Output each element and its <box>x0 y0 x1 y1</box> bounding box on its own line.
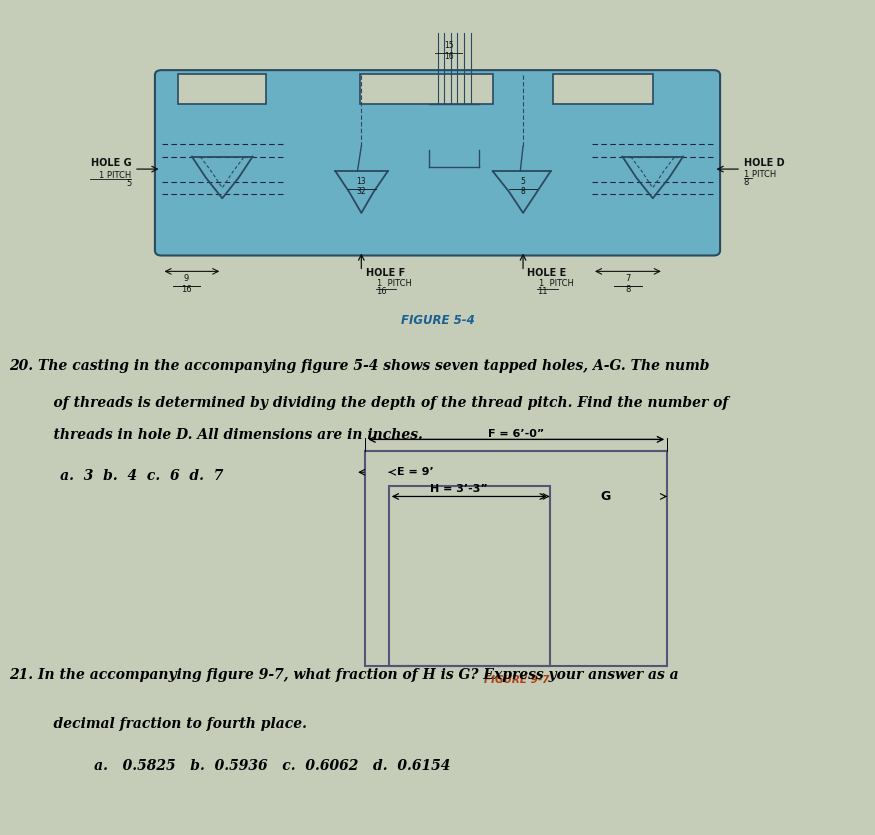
Text: decimal fraction to fourth place.: decimal fraction to fourth place. <box>34 717 307 731</box>
Text: a.   0.5825   b.  0.5936   c.  0.6062   d.  0.6154: a. 0.5825 b. 0.5936 c. 0.6062 d. 0.6154 <box>60 759 451 773</box>
Text: 13: 13 <box>356 177 366 185</box>
Text: 16: 16 <box>181 286 192 294</box>
Bar <box>360 74 493 104</box>
Text: HOLE G: HOLE G <box>90 158 131 168</box>
Text: 7: 7 <box>626 274 631 282</box>
Text: 8: 8 <box>744 179 749 187</box>
Text: HOLE D: HOLE D <box>744 158 785 168</box>
Text: 1  PITCH: 1 PITCH <box>538 279 573 288</box>
Bar <box>178 74 266 104</box>
Text: 8: 8 <box>626 286 631 294</box>
Text: 16: 16 <box>375 287 386 296</box>
Text: 1 PITCH: 1 PITCH <box>744 170 776 179</box>
Text: FIGURE 5-4: FIGURE 5-4 <box>401 314 474 326</box>
Text: 20. The casting in the accompanying figure 5-4 shows seven tapped holes, A-G. Th: 20. The casting in the accompanying figu… <box>9 359 710 373</box>
Text: 11: 11 <box>537 287 548 296</box>
Text: 8: 8 <box>521 187 525 196</box>
Text: 16: 16 <box>444 53 453 61</box>
Text: 21. In the accompanying figure 9-7, what fraction of H is G? Express your answer: 21. In the accompanying figure 9-7, what… <box>9 668 678 682</box>
Text: HOLE E: HOLE E <box>528 268 567 278</box>
Bar <box>553 74 653 104</box>
Text: threads in hole D. All dimensions are in inches.: threads in hole D. All dimensions are in… <box>34 428 424 443</box>
Text: 1 PITCH: 1 PITCH <box>99 171 131 180</box>
Bar <box>366 452 668 666</box>
Text: 5: 5 <box>126 180 131 188</box>
Text: E = 9’: E = 9’ <box>397 468 434 478</box>
Text: G: G <box>600 490 611 503</box>
Text: FIGURE 9-7: FIGURE 9-7 <box>484 676 549 686</box>
FancyBboxPatch shape <box>155 70 720 256</box>
Text: a.  3  b.  4  c.  6  d.  7: a. 3 b. 4 c. 6 d. 7 <box>26 469 224 483</box>
Text: 9: 9 <box>184 274 189 282</box>
Bar <box>388 486 550 666</box>
Text: 32: 32 <box>356 187 366 196</box>
Text: HOLE F: HOLE F <box>366 268 405 278</box>
Text: 15: 15 <box>444 41 453 50</box>
Text: 5: 5 <box>521 177 526 185</box>
Text: F = 6’-0”: F = 6’-0” <box>488 428 544 438</box>
Text: of threads is determined by dividing the depth of the thread pitch. Find the num: of threads is determined by dividing the… <box>34 396 729 409</box>
Text: H = 3’-3”: H = 3’-3” <box>430 484 488 494</box>
Text: 1  PITCH: 1 PITCH <box>377 279 411 288</box>
